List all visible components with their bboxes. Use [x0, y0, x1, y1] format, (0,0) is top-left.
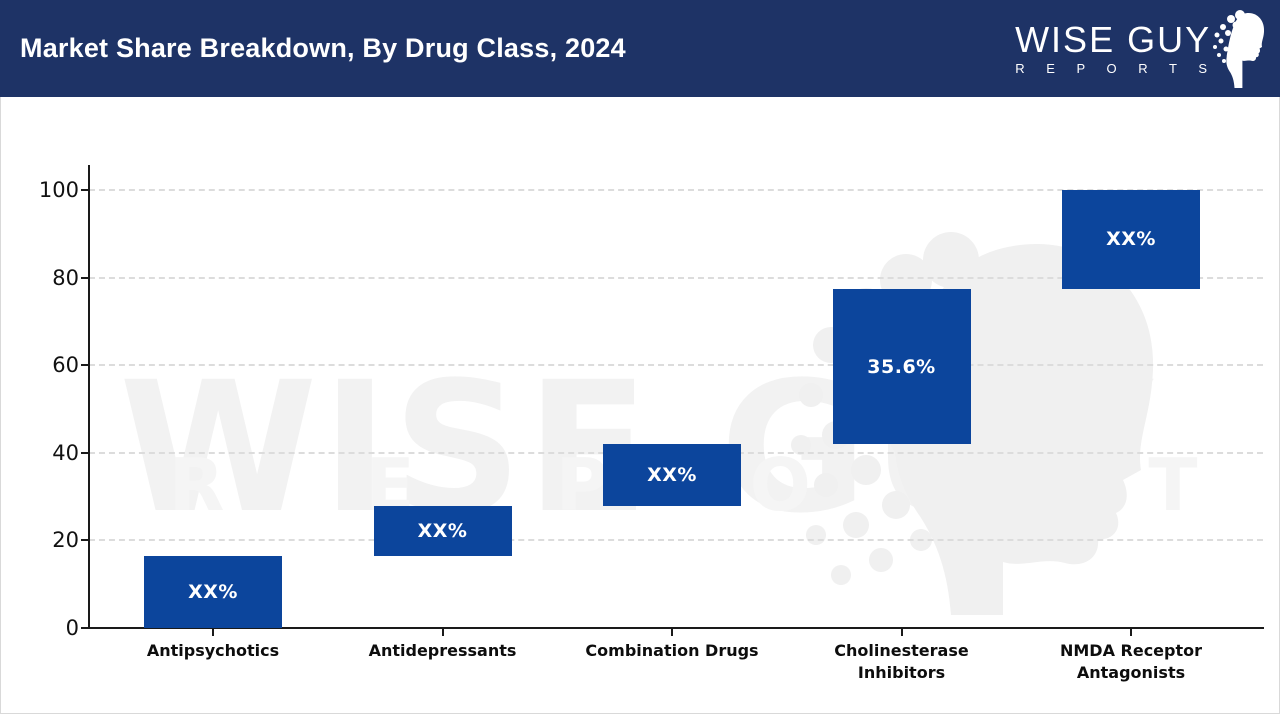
- x-axis-line: [87, 627, 1264, 629]
- y-tick-label-0: 0: [65, 616, 79, 640]
- logo-subtext: R E P O R T S: [1015, 60, 1216, 76]
- x-label-nmda-receptor-antagonists: NMDA Receptor Antagonists: [1059, 641, 1203, 682]
- y-tick-20: [81, 539, 88, 542]
- x-label-combination-drugs: Combination Drugs: [585, 641, 759, 660]
- y-tick-label-20: 20: [52, 528, 79, 553]
- bar-combination-drugs: XX%: [603, 444, 741, 506]
- y-tick-label-60: 60: [52, 353, 79, 378]
- bar-nmda-receptor-antagonists: XX%: [1062, 190, 1200, 289]
- bar-cholinesterase-inhibitors: 35.6%: [832, 288, 971, 445]
- y-tick-60: [81, 364, 88, 367]
- x-tick-cholinesterase-inhibitors: [900, 629, 903, 636]
- x-label-antidepressants: Antidepressants: [368, 641, 517, 660]
- header: Market Share Breakdown, By Drug Class, 2…: [0, 0, 1280, 97]
- bar-value-label-nmda-receptor-antagonists: XX%: [1106, 228, 1156, 251]
- bar-value-label-combination-drugs: XX%: [647, 464, 697, 487]
- page-title: Market Share Breakdown, By Drug Class, 2…: [20, 33, 626, 63]
- y-tick-0: [81, 627, 88, 629]
- gridline-80: [89, 276, 1263, 279]
- logo-wordmark: WISE GUY: [1015, 18, 1212, 60]
- logo-head-icon: [1213, 9, 1265, 88]
- bar-value-label-cholinesterase-inhibitors: 35.6%: [867, 355, 936, 378]
- y-tick-80: [81, 276, 88, 279]
- gridline-20: [89, 539, 1263, 542]
- gridline-60: [89, 364, 1263, 367]
- y-axis-line: [88, 165, 90, 629]
- y-tick-40: [81, 451, 88, 454]
- x-label-cholinesterase-inhibitors: Cholinesterase Inhibitors: [834, 641, 969, 682]
- x-tick-antipsychotics: [212, 629, 214, 636]
- x-label-antipsychotics: Antipsychotics: [146, 641, 280, 660]
- bar-value-label-antipsychotics: XX%: [188, 581, 238, 604]
- wiseguy-logo: WISE GUY R E P O R T S: [1010, 9, 1268, 89]
- bar-value-label-antidepressants: XX%: [417, 519, 468, 542]
- x-tick-antidepressants: [441, 629, 444, 636]
- logo-text: WISE GUY R E P O R T S: [1010, 18, 1216, 76]
- y-tick-100: [81, 189, 88, 191]
- bar-antidepressants: XX%: [373, 505, 512, 557]
- x-tick-combination-drugs: [671, 629, 673, 636]
- y-tick-label-40: 40: [52, 440, 79, 465]
- gridline-100: [89, 189, 1263, 191]
- x-tick-nmda-receptor-antagonists: [1130, 629, 1132, 636]
- bar-antipsychotics: XX%: [144, 556, 282, 628]
- chart-area: WISE GUY R E P O R T S 020406080100XX%XX…: [1, 97, 1280, 714]
- y-tick-label-80: 80: [52, 265, 79, 290]
- y-tick-label-100: 100: [38, 178, 79, 202]
